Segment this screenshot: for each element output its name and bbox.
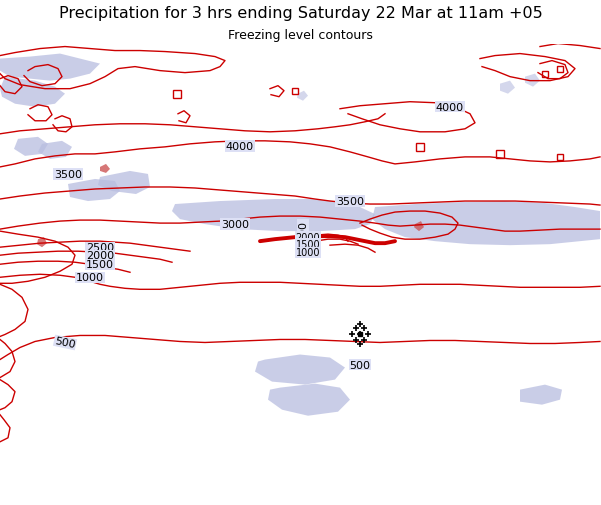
Text: 3000: 3000	[221, 220, 249, 230]
Polygon shape	[520, 385, 562, 405]
Text: 1000: 1000	[76, 273, 104, 283]
Text: 3000: 3000	[298, 221, 308, 248]
Text: 2000: 2000	[86, 250, 114, 261]
Polygon shape	[100, 165, 110, 174]
Text: 3500: 3500	[336, 196, 364, 207]
Polygon shape	[172, 199, 375, 232]
Text: 500: 500	[53, 336, 76, 350]
Text: 1500: 1500	[296, 240, 320, 249]
Text: 1500: 1500	[86, 260, 114, 270]
Text: 4000: 4000	[436, 103, 464, 113]
Text: 4000: 4000	[226, 141, 254, 152]
Text: Precipitation for 3 hrs ending Saturday 22 Mar at 11am +05: Precipitation for 3 hrs ending Saturday …	[59, 6, 542, 21]
Polygon shape	[0, 55, 100, 81]
Text: 2000: 2000	[296, 233, 320, 243]
Polygon shape	[500, 81, 515, 94]
Polygon shape	[37, 238, 47, 247]
Polygon shape	[525, 74, 540, 87]
Polygon shape	[255, 355, 345, 385]
Text: 500: 500	[350, 360, 370, 370]
Polygon shape	[268, 384, 350, 416]
Polygon shape	[0, 77, 65, 108]
Polygon shape	[372, 201, 600, 246]
Polygon shape	[14, 137, 48, 157]
Text: 2500: 2500	[86, 243, 114, 252]
Polygon shape	[297, 91, 308, 102]
Polygon shape	[98, 172, 150, 194]
Polygon shape	[38, 141, 72, 160]
Polygon shape	[414, 222, 424, 232]
Polygon shape	[68, 180, 120, 201]
Text: Freezing level contours: Freezing level contours	[228, 29, 373, 42]
Text: 3500: 3500	[54, 170, 82, 180]
Text: 1000: 1000	[296, 248, 320, 258]
